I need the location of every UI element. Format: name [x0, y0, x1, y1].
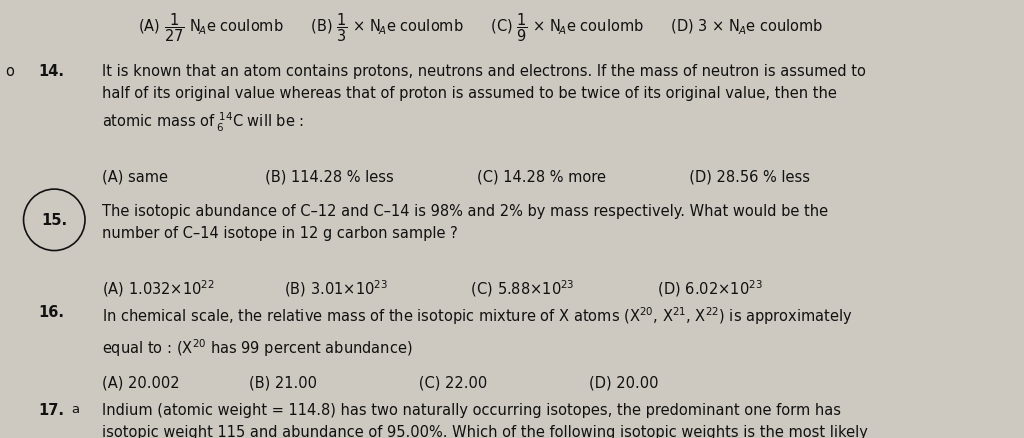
Text: 15.: 15.	[41, 213, 68, 228]
Text: (A) same                     (B) 114.28 % less                  (C) 14.28 % more: (A) same (B) 114.28 % less (C) 14.28 % m…	[102, 169, 810, 184]
Text: (A) 20.002               (B) 21.00                      (C) 22.00               : (A) 20.002 (B) 21.00 (C) 22.00	[102, 374, 658, 389]
Text: (A) $\dfrac{1}{27}$ N$_{\!A}$e coulomb      (B) $\dfrac{1}{3}$ × N$_{\!A}$e coul: (A) $\dfrac{1}{27}$ N$_{\!A}$e coulomb (…	[138, 11, 823, 43]
Text: 14.: 14.	[38, 64, 63, 78]
Text: o: o	[5, 64, 14, 78]
Text: (A) 1.032×10$^{22}$               (B) 3.01×10$^{23}$                  (C) 5.88×1: (A) 1.032×10$^{22}$ (B) 3.01×10$^{23}$ (…	[102, 278, 763, 299]
Text: 16.: 16.	[38, 304, 63, 319]
Text: 17.: 17.	[38, 402, 63, 417]
Text: a: a	[72, 402, 80, 415]
Text: The isotopic abundance of C–12 and C–14 is 98% and 2% by mass respectively. What: The isotopic abundance of C–12 and C–14 …	[102, 204, 828, 241]
Text: It is known that an atom contains protons, neutrons and electrons. If the mass o: It is known that an atom contains proton…	[102, 64, 866, 134]
Text: In chemical scale, the relative mass of the isotopic mixture of X atoms (X$^{20}: In chemical scale, the relative mass of …	[102, 304, 853, 358]
Text: Indium (atomic weight = 114.8) has two naturally occurring isotopes, the predomi: Indium (atomic weight = 114.8) has two n…	[102, 402, 868, 438]
